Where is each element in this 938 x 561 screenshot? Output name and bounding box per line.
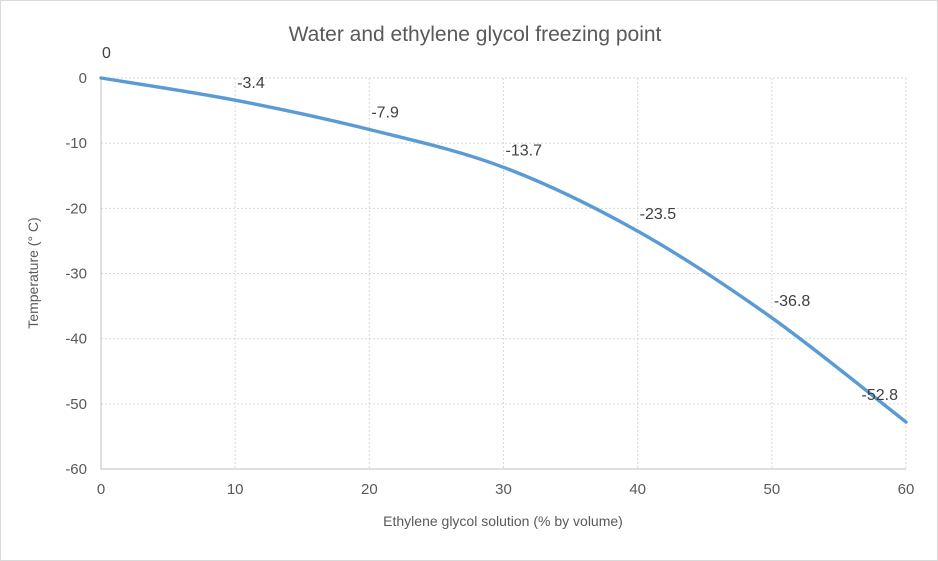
y-tick-label: -50 — [65, 396, 87, 413]
y-tick-label: -60 — [65, 461, 87, 478]
data-point-label: -13.7 — [506, 142, 543, 159]
x-tick-label: 50 — [763, 481, 780, 498]
x-axis-tick-labels: 0 10 20 30 40 50 60 — [97, 481, 915, 498]
x-tick-label: 40 — [629, 481, 646, 498]
y-tick-label: -40 — [65, 331, 87, 348]
x-tick-label: 10 — [227, 481, 244, 498]
y-tick-label: -20 — [65, 200, 87, 217]
x-tick-label: 30 — [495, 481, 512, 498]
x-axis-title: Ethylene glycol solution (% by volume) — [383, 513, 623, 529]
data-point-label: -7.9 — [371, 104, 399, 121]
y-axis-tick-labels: 0 -10 -20 -30 -40 -50 -60 — [65, 70, 87, 478]
chart-title: Water and ethylene glycol freezing point — [289, 23, 662, 46]
data-point-label: 0 — [102, 45, 111, 62]
data-point-label: -52.8 — [862, 387, 899, 404]
x-tick-label: 0 — [97, 481, 105, 498]
data-label-group: 0 -3.4 -7.9 -13.7 -23.5 -36.8 -52.8 — [102, 45, 898, 404]
axis-lines — [100, 78, 906, 470]
y-tick-label: -10 — [65, 135, 87, 152]
y-tick-label: -30 — [65, 266, 87, 283]
y-tick-label: 0 — [79, 70, 87, 87]
x-gridlines — [234, 78, 907, 469]
series-line-freezing-point[interactable] — [99, 76, 908, 424]
data-point-label: -3.4 — [237, 75, 265, 92]
data-point-label: -23.5 — [640, 206, 677, 223]
y-axis-title: Temperature (° C) — [25, 217, 41, 328]
x-tick-label: 60 — [898, 481, 915, 498]
data-point-label: -36.8 — [774, 293, 811, 310]
x-tick-label: 20 — [361, 481, 378, 498]
